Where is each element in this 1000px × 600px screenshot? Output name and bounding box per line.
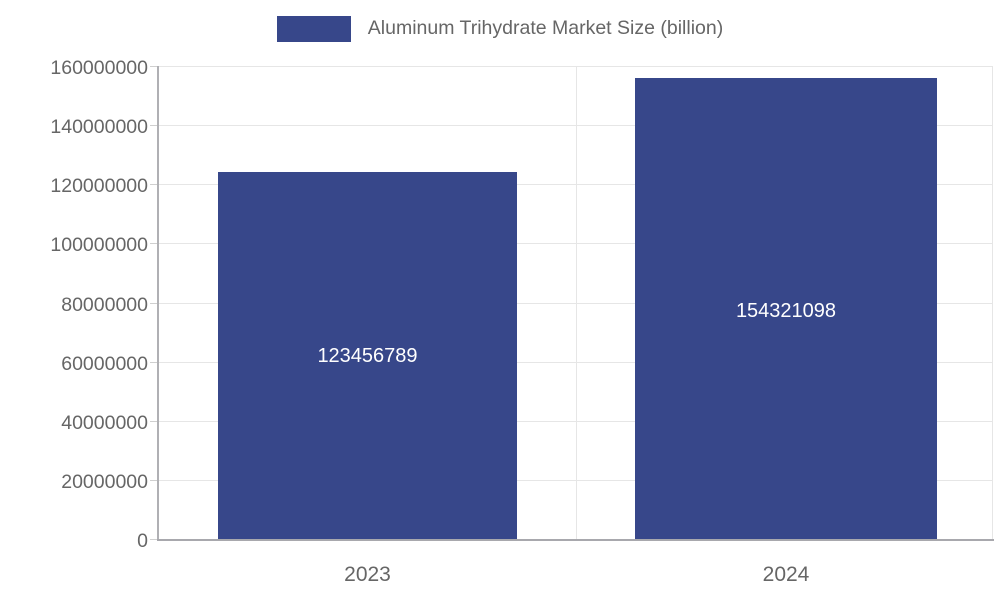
gridline-vertical bbox=[992, 66, 993, 539]
bar-2024[interactable] bbox=[635, 78, 937, 539]
y-axis-tick-label: 120000000 bbox=[50, 175, 148, 197]
legend-item-label: Aluminum Trihydrate Market Size (billion… bbox=[367, 17, 724, 40]
gridline-horizontal bbox=[157, 480, 993, 481]
gridline-horizontal bbox=[157, 66, 993, 67]
bar-value-label-2024: 154321098 bbox=[735, 300, 837, 322]
legend-item-series-0[interactable]: Aluminum Trihydrate Market Size (billion… bbox=[276, 16, 724, 42]
y-axis-tick-label: 80000000 bbox=[61, 294, 148, 316]
y-axis-tick-mark bbox=[150, 539, 157, 540]
x-axis-tick-label-2024: 2024 bbox=[762, 563, 810, 586]
y-axis-tick-mark bbox=[150, 480, 157, 481]
y-axis-tick-label: 20000000 bbox=[61, 471, 148, 493]
y-axis-tick-label: 40000000 bbox=[61, 412, 148, 434]
y-axis-tick-label: 100000000 bbox=[50, 234, 148, 256]
bar-2023[interactable] bbox=[218, 172, 517, 539]
gridline-horizontal bbox=[157, 362, 993, 363]
x-axis-tick-label-2023: 2023 bbox=[344, 563, 391, 586]
bar-value-label-2023: 123456789 bbox=[317, 345, 418, 367]
y-axis-tick-mark bbox=[150, 125, 157, 126]
chart-legend: Aluminum Trihydrate Market Size (billion… bbox=[0, 0, 1000, 58]
x-axis-line bbox=[157, 539, 994, 541]
y-axis-tick-mark bbox=[150, 243, 157, 244]
y-axis-line bbox=[157, 66, 159, 540]
y-axis-tick-label: 60000000 bbox=[61, 353, 148, 375]
y-axis-tick-label: 160000000 bbox=[50, 57, 148, 79]
y-axis-tick-label: 0 bbox=[137, 530, 148, 552]
gridline-horizontal bbox=[157, 125, 993, 126]
gridline-horizontal bbox=[157, 421, 993, 422]
gridline-vertical bbox=[576, 66, 577, 539]
gridline-horizontal bbox=[157, 303, 993, 304]
y-axis-tick-mark bbox=[150, 362, 157, 363]
plot-area bbox=[157, 66, 993, 539]
y-axis-tick-mark bbox=[150, 421, 157, 422]
y-axis-tick-mark bbox=[150, 303, 157, 304]
legend-color-swatch-icon bbox=[276, 16, 351, 42]
gridline-horizontal bbox=[157, 243, 993, 244]
y-axis-tick-label: 140000000 bbox=[50, 116, 148, 138]
gridline-horizontal bbox=[157, 184, 993, 185]
y-axis-tick-mark bbox=[150, 184, 157, 185]
y-axis-tick-mark bbox=[150, 66, 157, 67]
